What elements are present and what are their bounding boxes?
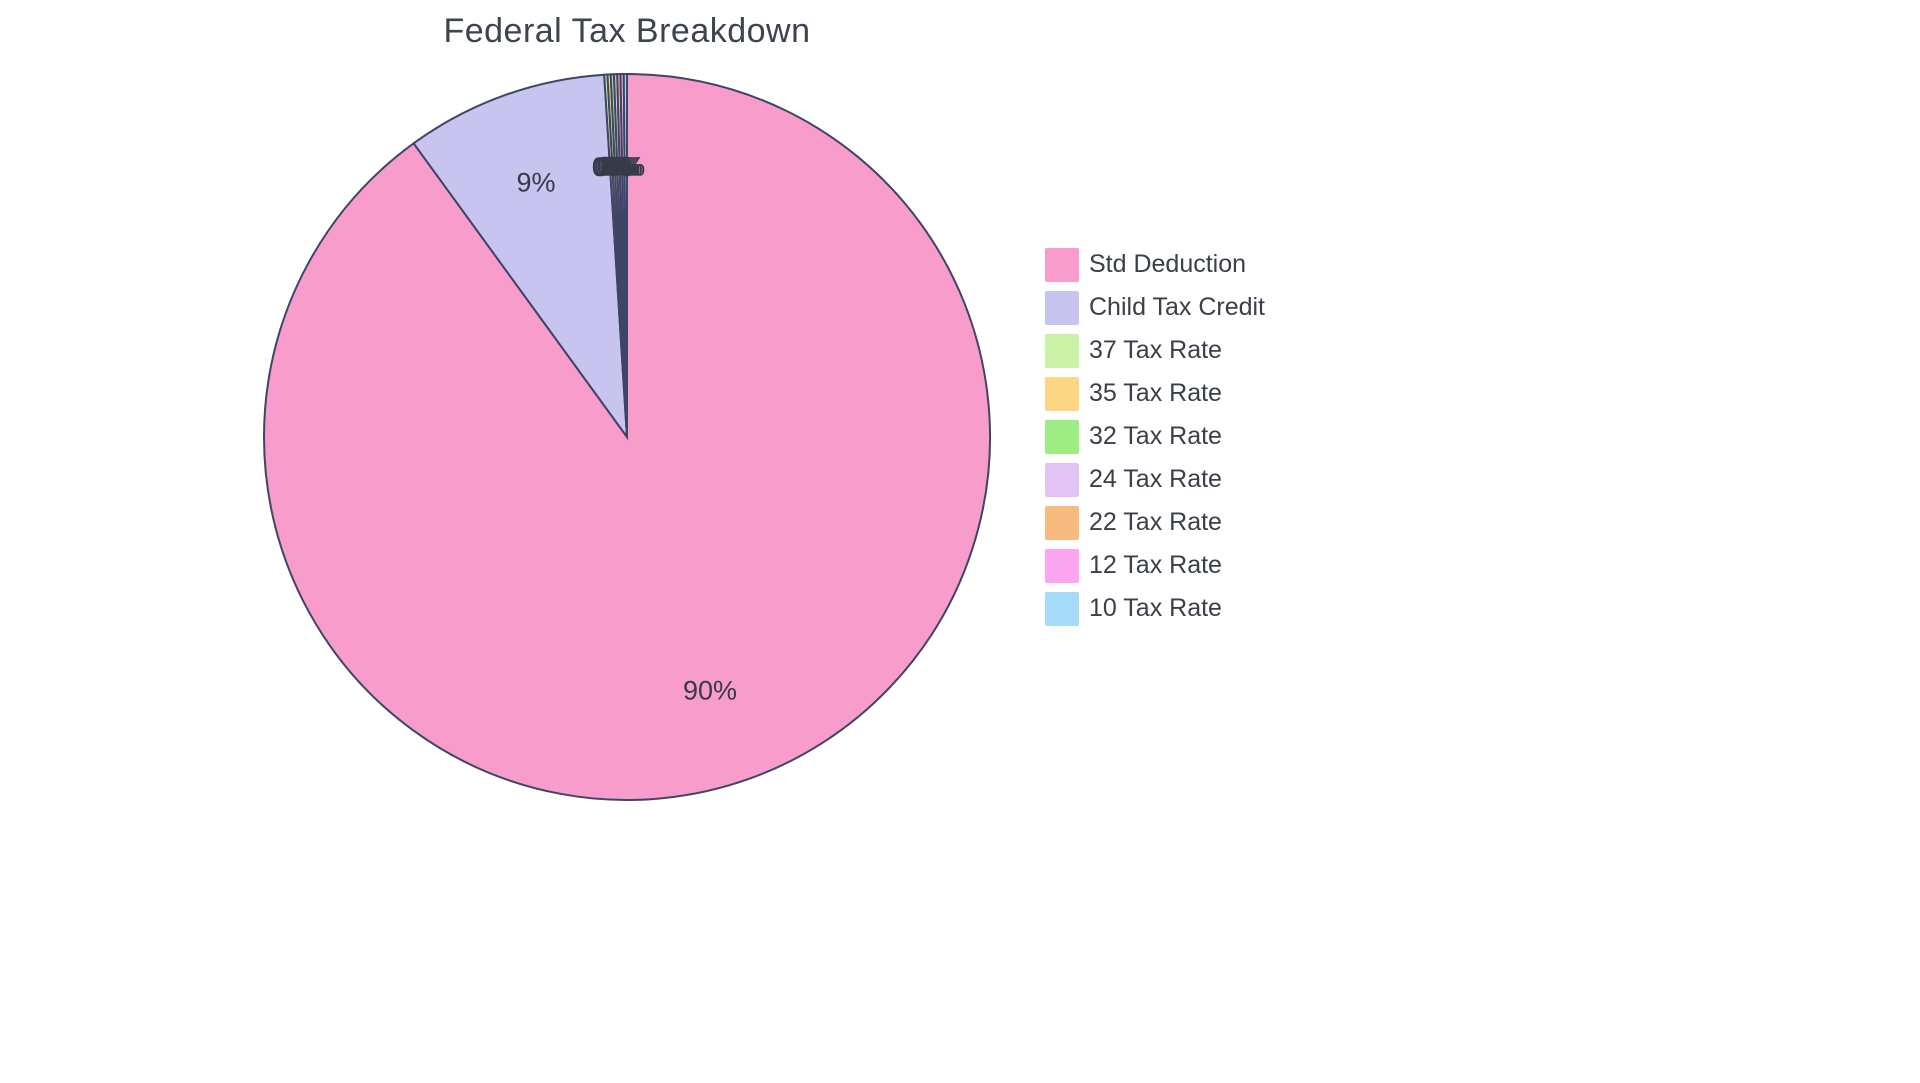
legend: Std Deduction Child Tax Credit 37 Tax Ra… <box>1045 243 1265 630</box>
legend-item-label: 37 Tax Rate <box>1089 336 1222 364</box>
slice-percent-label: 0% <box>606 152 645 182</box>
legend-swatch <box>1045 247 1079 282</box>
legend-item[interactable]: 24 Tax Rate <box>1045 458 1265 501</box>
legend-item[interactable]: 37 Tax Rate <box>1045 329 1265 372</box>
legend-item[interactable]: Std Deduction <box>1045 243 1265 286</box>
pie-slice-10-tax-rate[interactable] <box>622 72 628 438</box>
legend-item[interactable]: 22 Tax Rate <box>1045 501 1265 544</box>
legend-item[interactable]: 35 Tax Rate <box>1045 372 1265 415</box>
slice-percent-label: 0% <box>599 152 638 182</box>
slice-percent-label: 0% <box>597 152 636 182</box>
legend-item-label: Std Deduction <box>1089 250 1247 278</box>
legend-item-label: 22 Tax Rate <box>1089 508 1222 536</box>
slice-percent-label: 90% <box>683 676 737 706</box>
legend-item-label: Child Tax Credit <box>1089 293 1266 321</box>
slice-percent-label: 0% <box>604 152 643 182</box>
legend-item[interactable]: Child Tax Credit <box>1045 286 1265 329</box>
legend-item-label: 12 Tax Rate <box>1089 551 1222 579</box>
slice-percent-label: 9% <box>516 167 555 197</box>
legend-item[interactable]: 32 Tax Rate <box>1045 415 1265 458</box>
pie-slices <box>263 72 991 801</box>
legend-swatch <box>1045 419 1079 454</box>
legend-item-label: 32 Tax Rate <box>1089 422 1222 450</box>
legend-swatch <box>1045 548 1079 583</box>
pie-percent-labels: 90%9%0%0%0%0%0%0%0% <box>516 152 737 706</box>
legend-swatch <box>1045 333 1079 368</box>
chart-title: Federal Tax Breakdown <box>443 12 811 50</box>
legend-item-label: 10 Tax Rate <box>1089 594 1222 622</box>
slice-percent-label: 0% <box>592 152 631 182</box>
legend-swatch <box>1045 376 1079 411</box>
legend-swatch <box>1045 591 1079 626</box>
legend-swatch <box>1045 505 1079 540</box>
legend-item[interactable]: 12 Tax Rate <box>1045 544 1265 587</box>
legend-swatch <box>1045 290 1079 325</box>
slice-percent-label: 0% <box>601 152 640 182</box>
slice-percent-label: 0% <box>594 152 633 182</box>
legend-item[interactable]: 10 Tax Rate <box>1045 587 1265 630</box>
pie-slice-child-tax-credit[interactable] <box>412 73 629 441</box>
legend-item-label: 24 Tax Rate <box>1089 465 1222 493</box>
legend-item-label: 35 Tax Rate <box>1089 379 1222 407</box>
legend-swatch <box>1045 462 1079 497</box>
